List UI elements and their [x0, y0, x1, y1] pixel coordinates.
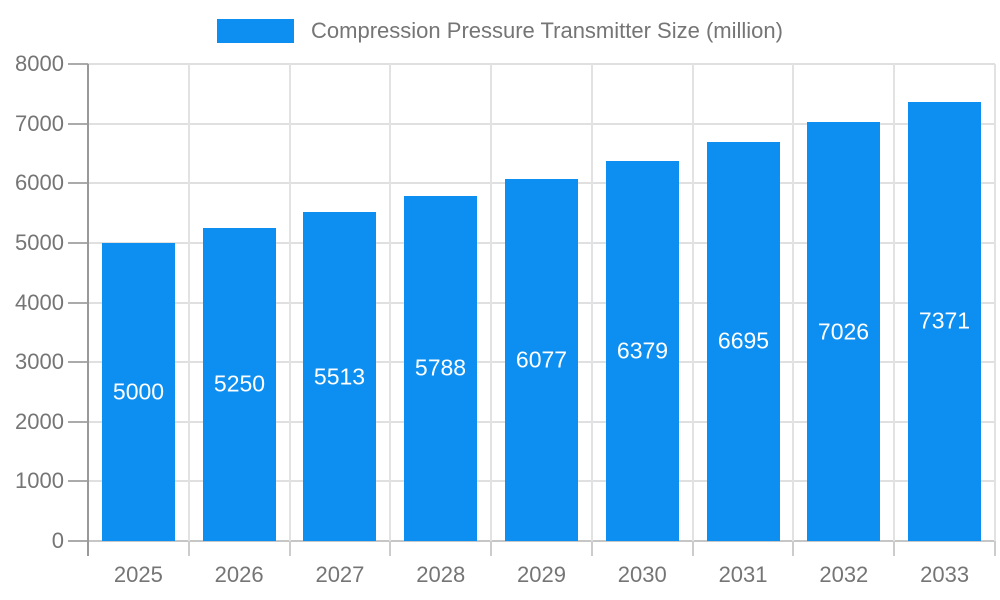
x-axis-tick — [792, 541, 795, 556]
x-gridline — [389, 64, 392, 541]
x-axis-tick — [590, 541, 593, 556]
y-axis-label: 1000 — [15, 468, 64, 494]
x-gridline — [590, 64, 593, 541]
y-axis-line — [87, 64, 89, 556]
x-gridline — [691, 64, 694, 541]
y-axis-tick — [68, 301, 88, 304]
y-axis-tick — [68, 182, 88, 185]
x-gridline — [792, 64, 795, 541]
y-gridline — [88, 122, 995, 125]
x-gridline — [288, 64, 291, 541]
bar-value-label: 5788 — [414, 354, 467, 381]
y-axis-tick — [68, 63, 88, 65]
x-axis-label: 2031 — [718, 562, 768, 587]
y-axis-tick — [68, 420, 88, 423]
x-axis-label: 2027 — [315, 562, 365, 587]
bar-2033[interactable]: 7371 — [908, 101, 981, 541]
bar-2032[interactable]: 7026 — [807, 122, 880, 541]
bar-2025[interactable]: 5000 — [102, 242, 175, 541]
x-gridline — [187, 64, 190, 541]
bar-2028[interactable]: 5788 — [404, 195, 477, 541]
x-axis-tick — [691, 541, 694, 556]
y-axis-tick — [68, 241, 88, 244]
bar-2029[interactable]: 6077 — [505, 178, 578, 541]
bar-value-label: 6379 — [616, 337, 669, 364]
x-axis-tick — [490, 541, 493, 556]
x-axis-tick — [389, 541, 392, 556]
y-axis-tick — [68, 540, 88, 542]
x-gridline — [994, 64, 996, 541]
bar-value-label: 5000 — [112, 378, 165, 405]
y-axis-label: 5000 — [15, 229, 64, 255]
legend-swatch — [217, 19, 295, 43]
bar-value-label: 5250 — [213, 370, 266, 397]
x-gridline — [490, 64, 493, 541]
y-axis-label: 4000 — [15, 289, 64, 315]
y-axis-label: 2000 — [15, 408, 64, 434]
legend-label: Compression Pressure Transmitter Size (m… — [311, 18, 783, 43]
y-axis-tick — [68, 122, 88, 125]
x-axis-tick — [288, 541, 291, 556]
x-axis-label: 2032 — [819, 562, 869, 587]
y-axis-label: 0 — [51, 528, 64, 553]
bar-value-label: 6695 — [717, 327, 770, 354]
x-axis-label: 2028 — [416, 562, 466, 587]
x-axis-label: 2029 — [517, 562, 566, 587]
y-gridline — [88, 63, 995, 65]
y-gridline — [88, 540, 995, 542]
bar-2027[interactable]: 5513 — [303, 212, 376, 541]
x-axis-tick — [994, 541, 996, 556]
legend[interactable]: Compression Pressure Transmitter Size (m… — [0, 16, 1000, 46]
bar-2031[interactable]: 6695 — [707, 141, 780, 541]
y-axis-tick — [68, 480, 88, 483]
x-axis-label: 2030 — [617, 562, 667, 587]
bar-2030[interactable]: 6379 — [606, 160, 679, 541]
y-axis-label: 8000 — [15, 51, 64, 76]
x-axis-label: 2026 — [214, 562, 264, 587]
y-axis-label: 6000 — [15, 170, 64, 196]
x-axis-tick — [893, 541, 896, 556]
x-gridline — [893, 64, 896, 541]
bar-value-label: 7026 — [817, 318, 870, 345]
bar-value-label: 6077 — [515, 346, 568, 373]
y-axis-tick — [68, 361, 88, 364]
y-axis-label: 3000 — [15, 349, 64, 375]
x-axis-label: 2033 — [920, 562, 970, 587]
x-axis-tick — [187, 541, 190, 556]
bar-value-label: 5513 — [313, 363, 366, 390]
y-axis-label: 7000 — [15, 110, 64, 136]
bar-value-label: 7371 — [918, 307, 971, 334]
bar-2026[interactable]: 5250 — [203, 227, 276, 541]
x-axis-label: 2025 — [113, 562, 163, 587]
